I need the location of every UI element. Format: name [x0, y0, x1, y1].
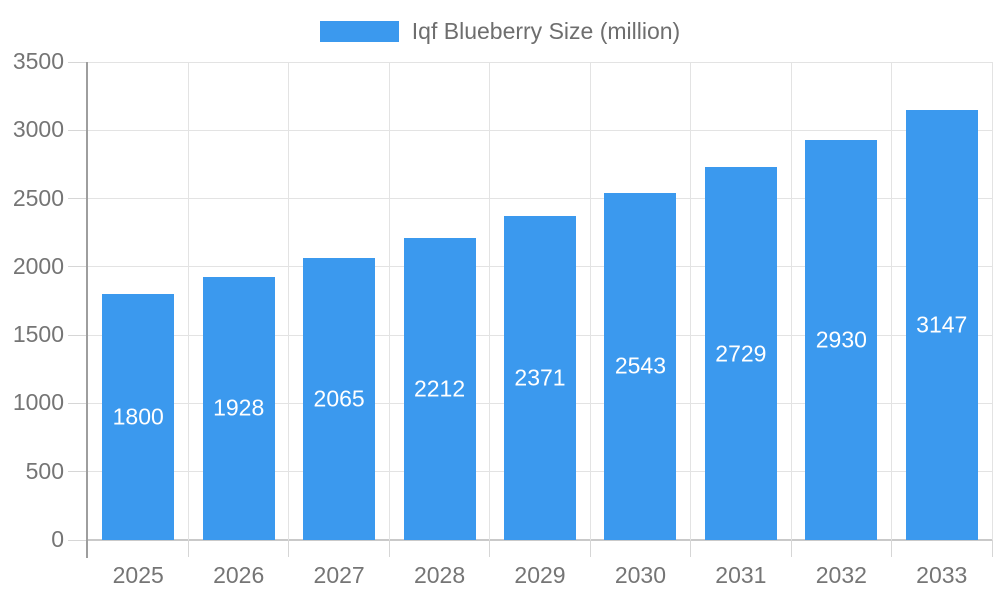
y-tick	[68, 266, 88, 268]
chart-legend[interactable]: Iqf Blueberry Size (million)	[0, 19, 1000, 44]
x-tick	[187, 540, 189, 557]
v-gridline	[790, 62, 792, 540]
legend-swatch	[319, 21, 399, 42]
x-axis-label: 2026	[213, 562, 265, 588]
y-tick	[68, 129, 88, 131]
bar[interactable]: 2212	[403, 237, 476, 540]
y-tick	[68, 402, 88, 404]
y-axis-label: 2500	[12, 184, 64, 211]
x-tick	[790, 540, 792, 557]
x-axis-line	[88, 539, 992, 541]
bar[interactable]: 1928	[202, 276, 275, 540]
bar-value-label: 3147	[916, 311, 968, 338]
y-tick	[68, 471, 88, 473]
v-gridline	[388, 62, 390, 540]
x-tick	[891, 540, 893, 557]
v-gridline	[589, 62, 591, 540]
y-axis-line	[86, 62, 88, 558]
y-axis-label: 1500	[12, 321, 64, 348]
y-axis-label: 1000	[12, 389, 64, 416]
h-gridline	[88, 129, 992, 131]
bar-value-label: 2729	[715, 340, 767, 367]
x-axis-label: 2025	[112, 562, 164, 588]
x-tick	[589, 540, 591, 557]
bar-value-label: 2371	[514, 364, 566, 391]
bar-value-label: 2065	[313, 385, 365, 412]
v-gridline	[489, 62, 491, 540]
v-gridline	[187, 62, 189, 540]
bar[interactable]: 2729	[704, 167, 777, 540]
v-gridline	[288, 62, 290, 540]
legend-label: Iqf Blueberry Size (million)	[411, 18, 681, 44]
x-tick	[288, 540, 290, 557]
v-gridline	[690, 62, 692, 540]
bar[interactable]: 3147	[905, 110, 978, 540]
x-axis-label: 2033	[916, 562, 968, 588]
x-axis-label: 2031	[715, 562, 767, 588]
bar[interactable]: 2543	[604, 192, 677, 540]
y-axis-label: 0	[51, 525, 64, 552]
x-axis-label: 2032	[815, 562, 867, 588]
bar[interactable]: 2371	[504, 216, 576, 540]
x-tick	[991, 540, 993, 557]
y-tick	[68, 61, 88, 63]
h-gridline	[88, 198, 992, 200]
x-axis-label: 2029	[514, 562, 566, 588]
v-gridline	[891, 62, 893, 540]
x-tick	[690, 540, 692, 557]
x-axis-label: 2028	[413, 562, 466, 588]
y-axis-label: 3500	[12, 47, 64, 74]
x-axis-label: 2030	[614, 562, 667, 588]
y-axis-label: 2000	[12, 252, 64, 279]
bar-value-label: 1928	[213, 394, 265, 421]
y-tick	[68, 539, 88, 541]
bar[interactable]: 2930	[805, 139, 878, 540]
y-axis-label: 500	[25, 457, 64, 484]
y-axis-label: 3000	[12, 116, 64, 143]
y-tick	[68, 198, 88, 200]
bar[interactable]: 1800	[102, 294, 175, 540]
bar-value-label: 2543	[614, 352, 667, 379]
bar-value-label: 2930	[815, 326, 867, 353]
bar-value-label: 2212	[413, 375, 466, 402]
x-tick	[489, 540, 491, 557]
y-tick	[68, 334, 88, 336]
x-axis-label: 2027	[313, 562, 365, 588]
bar[interactable]: 2065	[303, 257, 376, 540]
v-gridline	[991, 62, 993, 540]
bar-value-label: 1800	[112, 403, 164, 430]
h-gridline	[88, 61, 992, 63]
x-tick	[388, 540, 390, 557]
